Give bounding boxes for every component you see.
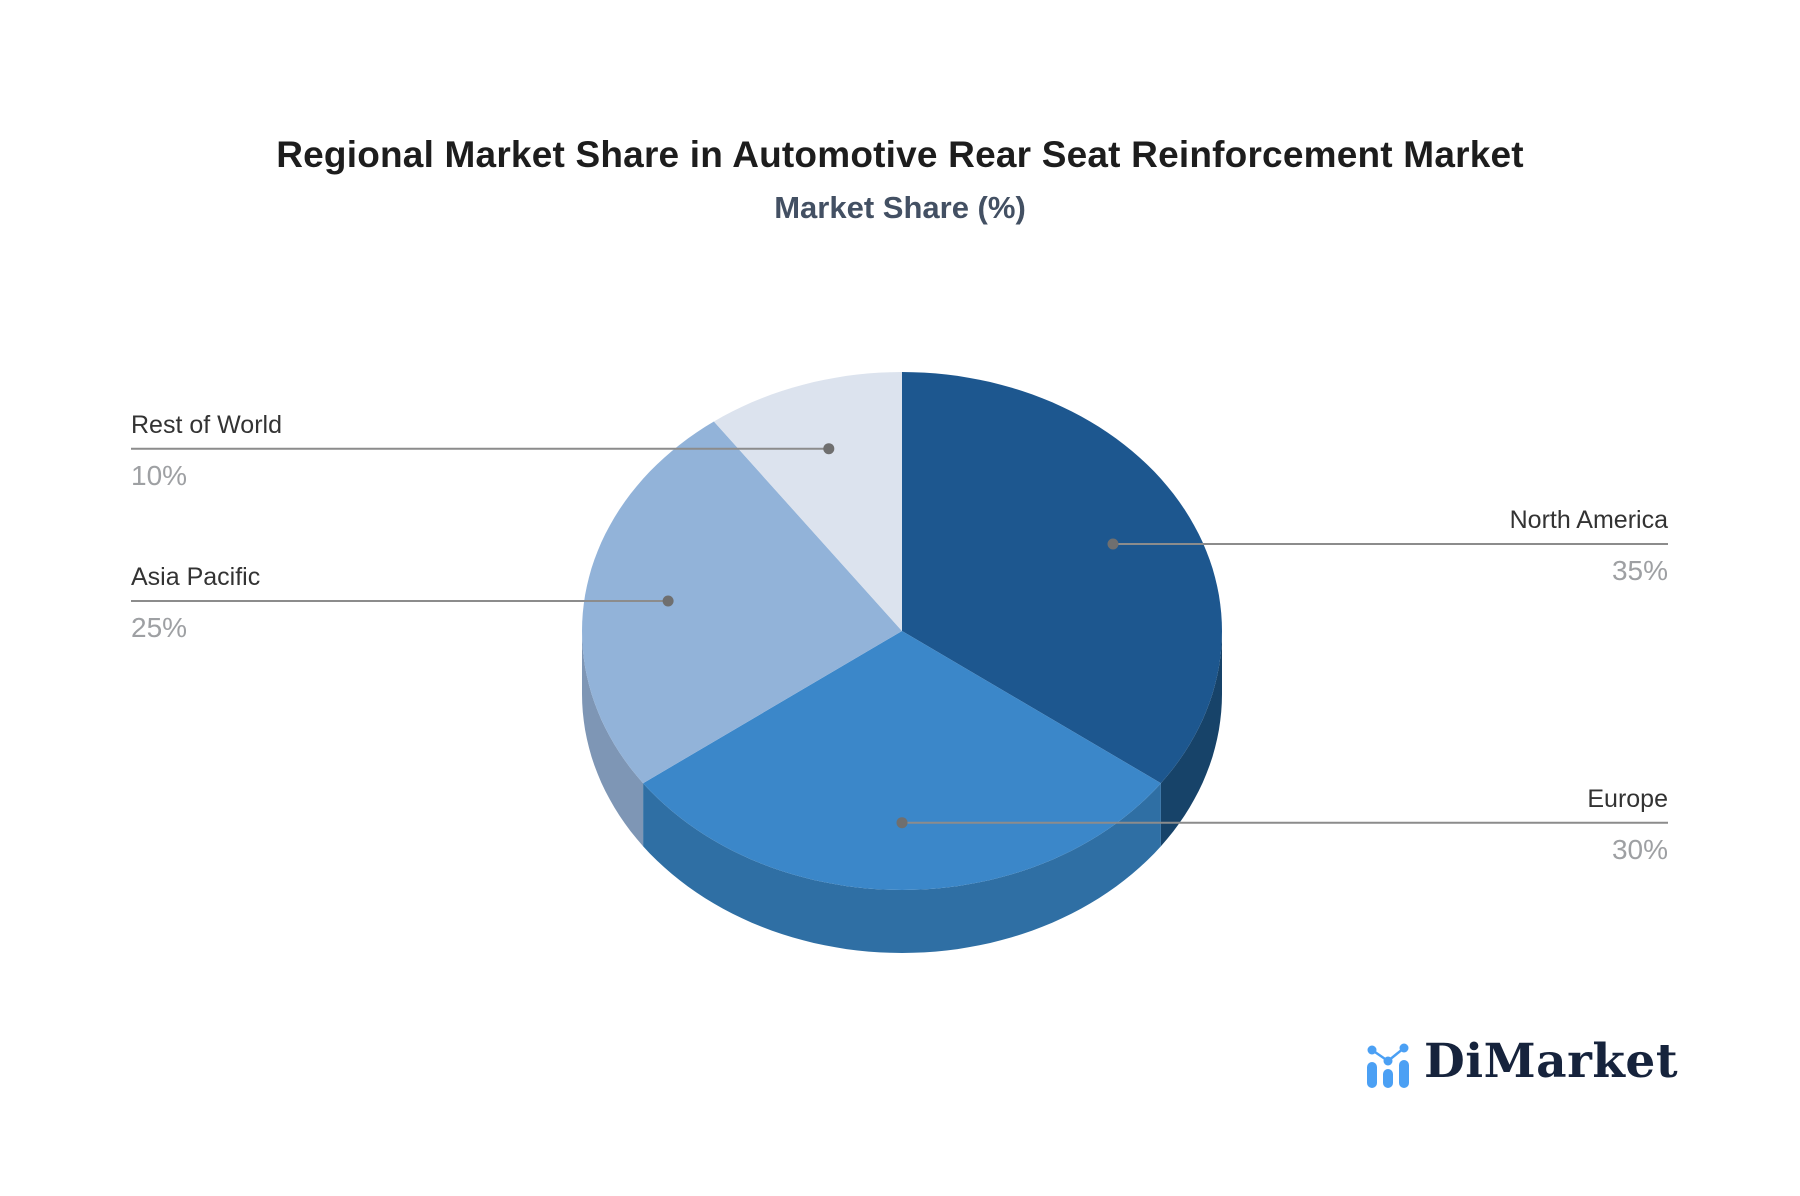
- slice-label-name: Rest of World: [131, 411, 282, 439]
- slice-label-name: Asia Pacific: [131, 563, 261, 591]
- leader-dot-rest-of-world: [823, 443, 835, 455]
- bar-chart-trend-icon: [1367, 1043, 1409, 1088]
- chart-subtitle: Market Share (%): [774, 190, 1026, 225]
- slice-label-value: 30%: [1611, 834, 1668, 865]
- chart-title: Regional Market Share in Automotive Rear…: [276, 134, 1524, 175]
- pie-wall-north-america: [1160, 631, 1222, 847]
- dimarket-logo: DiMarket: [1364, 1036, 1678, 1088]
- pie-slice-north-america[interactable]: [902, 372, 1222, 784]
- pie-slice-europe[interactable]: [643, 631, 1161, 890]
- leader-dot-north-america: [1107, 538, 1119, 550]
- pie-wall-asia-pacific: [582, 631, 644, 847]
- slice-label-value: 10%: [131, 460, 188, 491]
- slice-label-name: Europe: [1587, 785, 1668, 813]
- logo-text: DiMarket: [1424, 1034, 1679, 1089]
- pie-slice-asia-pacific[interactable]: [582, 421, 902, 784]
- pie-wall-europe: [643, 783, 1161, 953]
- slice-label-name: North America: [1509, 506, 1668, 534]
- slice-label-value: 35%: [1611, 555, 1668, 586]
- slice-label-value: 25%: [131, 612, 188, 643]
- leader-dot-europe: [896, 817, 908, 829]
- leader-dot-asia-pacific: [662, 595, 674, 607]
- pie-slice-rest-of-world[interactable]: [713, 372, 902, 631]
